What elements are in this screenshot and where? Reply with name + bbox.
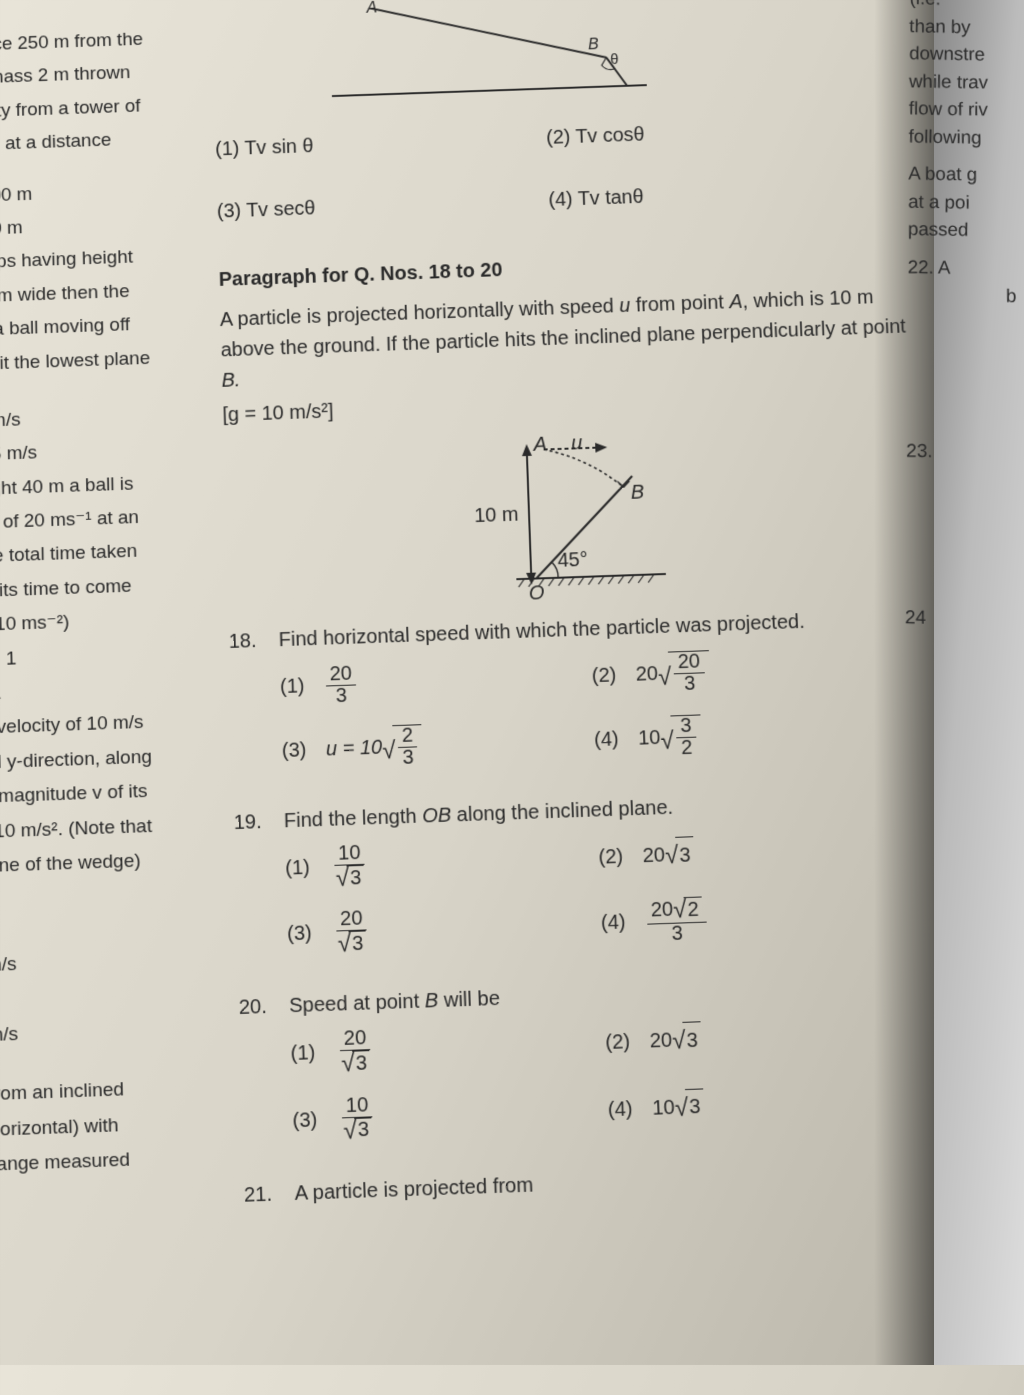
frag: of mass 2 m thrown (0, 57, 184, 94)
frag: 2 m/s (0, 400, 193, 438)
dia-u: u (571, 428, 583, 459)
dia-10m: 10 m (474, 500, 519, 532)
frag: 500 m (0, 208, 188, 245)
q20-opt1: (1) 20√3 (290, 1020, 606, 1079)
frag: to its time to come (0, 569, 198, 607)
frag: than by (909, 13, 1024, 43)
q20-opt4: (4) 10√3 (607, 1075, 924, 1134)
main-column: (1) Tv sin θ (2) Tv cosθ (3) Tv secθ (4)… (212, 0, 954, 1218)
frag: 0 cm wide then the (0, 275, 190, 312)
frag: o hit the lowest plane (0, 342, 192, 379)
label-A: A (366, 0, 377, 18)
frag: e magnitude v of its (0, 775, 203, 813)
q18-opt4: (4) 10 √32 (593, 706, 907, 763)
dia-O: O (528, 578, 545, 609)
q18-opt1: (1) 203 (279, 653, 592, 710)
frag: locity from a tower of (0, 90, 185, 127)
dia-B: B (630, 478, 644, 509)
page-content: tance 250 m from the of mass 2 m thrown … (0, 0, 1024, 1394)
frag: at a poi (908, 189, 1024, 219)
q19-opt3: (3) 20√3 (287, 900, 602, 959)
frag: horizontal) with (0, 1107, 212, 1146)
frag: 0.5 m/s (0, 433, 194, 471)
frag: steps having height (0, 241, 189, 278)
q19-opt1: (1) 10√3 (285, 835, 600, 893)
dia-45: 45° (557, 545, 588, 577)
option: (4) Tv tanθ (548, 166, 881, 222)
frag: tance 250 m from the (0, 24, 183, 61)
frag: a velocity of 10 m/s (0, 706, 201, 744)
frag: tal y-direction, along (0, 741, 202, 779)
frag: m/s (0, 943, 208, 981)
option: (3) Tv secθ (216, 178, 549, 234)
option: (1) Tv sin θ (215, 116, 547, 172)
frag: m/s (0, 1013, 210, 1052)
q18-opt3: (3) u = 10 √23 (281, 717, 595, 774)
frag: = 10 ms⁻²) (0, 604, 199, 642)
q20-opt3: (3) 10√3 (292, 1086, 609, 1145)
frag: 24 (905, 604, 1024, 635)
question-21: 21. A particle is projected from (244, 1155, 954, 1212)
q20-opt2: (2) 20√3 (605, 1009, 922, 1068)
right-cut-column: (i.e. than by downstre while trav flow o… (905, 0, 1024, 635)
frag: lane of the wedge) (0, 844, 205, 882)
left-cut-column: tance 250 m from the of mass 2 m thrown … (0, 24, 213, 1185)
frag: following (908, 124, 1024, 154)
frag: ed of 20 ms⁻¹ at an (0, 501, 196, 539)
frag: : 1 (0, 672, 200, 710)
frag: =10 m/s². (Note that (0, 810, 204, 848)
frag: the total time taken (0, 535, 197, 573)
frag: while trav (909, 68, 1024, 98)
q18-opt2: (2) 20 √203 (591, 642, 905, 699)
frag: passed (908, 216, 1024, 246)
frag: 3 : 1 (0, 638, 200, 676)
dia-A: A (533, 430, 547, 461)
frag: flow of riv (909, 96, 1024, 126)
frag: b (907, 282, 1024, 312)
frag: eight 40 m a ball is (0, 467, 195, 505)
frag: 22. A (907, 254, 1024, 284)
projectile-diagram: A u B 10 m 45° O (471, 425, 676, 600)
frag: of a ball moving off (0, 309, 191, 346)
frag: from an inclined (0, 1072, 211, 1111)
frag: 1000 m (0, 174, 187, 211)
frag: downstre (909, 41, 1024, 71)
frag: und at a distance (0, 124, 186, 161)
frag: A boat g (908, 161, 1024, 191)
option: (2) Tv cosθ (545, 104, 878, 160)
frag: range measured (0, 1142, 213, 1181)
frag: 23. (906, 437, 1024, 468)
q19-opt2: (2) 20√3 (598, 824, 913, 882)
q19-opt4: (4) 20√2 3 (600, 889, 916, 948)
